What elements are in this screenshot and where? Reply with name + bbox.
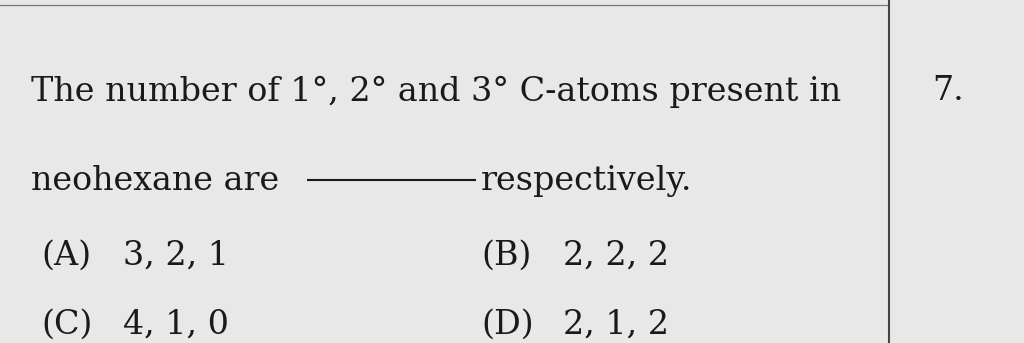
Text: 2, 2, 2: 2, 2, 2 <box>563 240 670 272</box>
Text: (A): (A) <box>41 240 91 272</box>
Text: The number of 1°, 2° and 3° C-atoms present in: The number of 1°, 2° and 3° C-atoms pres… <box>31 75 841 108</box>
Text: (D): (D) <box>481 309 534 341</box>
Text: 3, 2, 1: 3, 2, 1 <box>123 240 229 272</box>
Text: (C): (C) <box>41 309 92 341</box>
Text: 2, 1, 2: 2, 1, 2 <box>563 309 670 341</box>
Text: neohexane are: neohexane are <box>31 165 279 197</box>
Text: respectively.: respectively. <box>481 165 693 197</box>
Text: (B): (B) <box>481 240 531 272</box>
Text: 7.: 7. <box>932 75 964 107</box>
Text: 4, 1, 0: 4, 1, 0 <box>123 309 229 341</box>
